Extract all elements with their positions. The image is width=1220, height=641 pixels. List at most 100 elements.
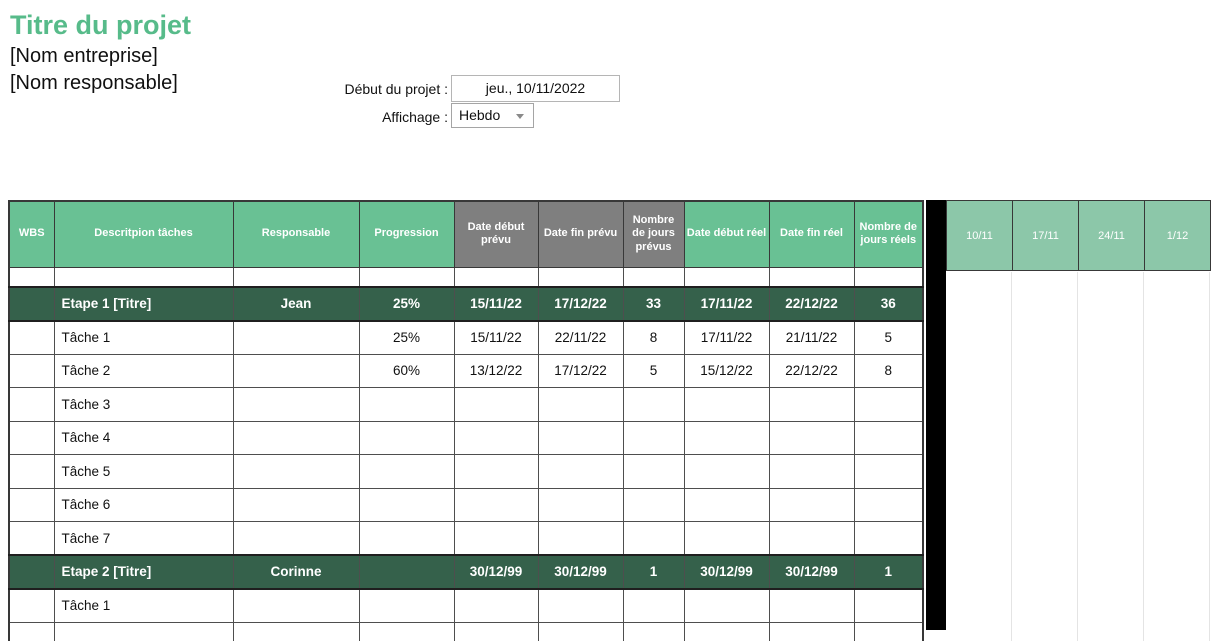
cell-nj-reels[interactable]: 5	[853, 320, 924, 355]
cell-df-reel[interactable]	[768, 588, 855, 623]
cell-df-reel[interactable]	[768, 387, 855, 422]
cell-wbs[interactable]	[8, 487, 55, 522]
cell-df-reel[interactable]	[768, 521, 855, 556]
cell-prog[interactable]	[358, 554, 455, 590]
cell-dd-reel[interactable]: 30/12/99	[683, 554, 770, 590]
cell-resp[interactable]	[232, 320, 360, 355]
cell-dd-prevu[interactable]: 15/11/22	[453, 320, 539, 355]
cell-dd-prevu[interactable]: 30/12/99	[453, 554, 539, 590]
cell-desc[interactable]: Tâche 4	[53, 420, 234, 455]
cell-nj-reels[interactable]: 8	[853, 353, 924, 388]
cell-desc[interactable]: Tâche 2	[53, 353, 234, 388]
cell-dd-reel[interactable]: 17/11/22	[683, 286, 770, 322]
cell-dd-prevu[interactable]	[453, 387, 539, 422]
cell-desc[interactable]: Tâche 1	[53, 588, 234, 623]
cell-dd-reel[interactable]	[683, 387, 770, 422]
cell-nj-reels[interactable]	[853, 420, 924, 455]
cell-dd-prevu[interactable]	[453, 487, 539, 522]
cell-dd-reel[interactable]	[683, 454, 770, 489]
cell-nj-reels[interactable]	[853, 487, 924, 522]
cell-prog[interactable]	[358, 487, 455, 522]
cell-dd-reel[interactable]	[683, 487, 770, 522]
cell-nj-reels[interactable]	[853, 588, 924, 623]
cell-df-reel[interactable]	[768, 487, 855, 522]
cell-df-reel[interactable]	[768, 420, 855, 455]
cell-nj-reels[interactable]	[853, 521, 924, 556]
cell-prog[interactable]	[358, 454, 455, 489]
cell-wbs[interactable]	[8, 554, 55, 590]
cell-nj-prevus[interactable]: 5	[622, 353, 685, 388]
cell-resp[interactable]	[232, 588, 360, 623]
project-start-input[interactable]: jeu., 10/11/2022	[451, 75, 620, 102]
cell-df-prevu[interactable]	[537, 521, 624, 556]
cell-df-reel[interactable]	[768, 454, 855, 489]
cell-prog[interactable]	[358, 521, 455, 556]
cell-nj-reels[interactable]	[853, 387, 924, 422]
cell-desc[interactable]: Tâche 1	[53, 320, 234, 355]
cell-prog[interactable]: 60%	[358, 353, 455, 388]
cell-nj-reels[interactable]: 36	[853, 286, 924, 322]
cell-resp[interactable]	[232, 521, 360, 556]
cell-dd-prevu[interactable]	[453, 454, 539, 489]
cell-wbs[interactable]	[8, 387, 55, 422]
cell-dd-prevu[interactable]: 13/12/22	[453, 353, 539, 388]
cell-resp[interactable]: Jean	[232, 286, 360, 322]
cell-nj-prevus[interactable]	[622, 521, 685, 556]
cell-dd-reel[interactable]	[683, 521, 770, 556]
cell-df-prevu[interactable]	[537, 487, 624, 522]
cell-prog[interactable]: 25%	[358, 320, 455, 355]
cell-nj-prevus[interactable]	[622, 420, 685, 455]
cell-desc[interactable]: Etape 2 [Titre]	[53, 554, 234, 590]
cell-dd-prevu[interactable]	[453, 588, 539, 623]
cell-df-reel[interactable]: 21/11/22	[768, 320, 855, 355]
cell-dd-reel[interactable]: 17/11/22	[683, 320, 770, 355]
cell-df-reel[interactable]: 22/12/22	[768, 286, 855, 322]
cell-resp[interactable]	[232, 420, 360, 455]
cell-wbs[interactable]	[8, 588, 55, 623]
cell-df-prevu[interactable]	[537, 588, 624, 623]
cell-nj-prevus[interactable]	[622, 454, 685, 489]
cell-prog[interactable]: 25%	[358, 286, 455, 322]
display-dropdown[interactable]: Hebdo	[451, 103, 534, 128]
cell-df-prevu[interactable]	[537, 387, 624, 422]
cell-dd-prevu[interactable]: 15/11/22	[453, 286, 539, 322]
cell-wbs[interactable]	[8, 286, 55, 322]
cell-nj-prevus[interactable]	[622, 387, 685, 422]
cell-resp[interactable]	[232, 353, 360, 388]
cell-desc[interactable]: Tâche 7	[53, 521, 234, 556]
cell-wbs[interactable]	[8, 454, 55, 489]
cell-df-prevu[interactable]: 22/11/22	[537, 320, 624, 355]
cell-desc[interactable]: Tâche 6	[53, 487, 234, 522]
cell-nj-prevus[interactable]: 1	[622, 554, 685, 590]
cell-dd-prevu[interactable]	[453, 521, 539, 556]
cell-nj-reels[interactable]: 1	[853, 554, 924, 590]
cell-prog[interactable]	[358, 420, 455, 455]
cell-df-prevu[interactable]: 30/12/99	[537, 554, 624, 590]
cell-nj-prevus[interactable]: 8	[622, 320, 685, 355]
cell-nj-reels[interactable]	[853, 454, 924, 489]
cell-dd-reel[interactable]	[683, 420, 770, 455]
cell-wbs[interactable]	[8, 521, 55, 556]
cell-dd-reel[interactable]	[683, 588, 770, 623]
cell-nj-prevus[interactable]	[622, 487, 685, 522]
cell-resp[interactable]	[232, 454, 360, 489]
cell-desc[interactable]: Tâche 3	[53, 387, 234, 422]
cell-nj-prevus[interactable]	[622, 588, 685, 623]
cell-wbs[interactable]	[8, 320, 55, 355]
cell-wbs[interactable]	[8, 420, 55, 455]
cell-df-prevu[interactable]	[537, 420, 624, 455]
cell-df-prevu[interactable]: 17/12/22	[537, 286, 624, 322]
cell-df-prevu[interactable]: 17/12/22	[537, 353, 624, 388]
cell-resp[interactable]	[232, 387, 360, 422]
cell-prog[interactable]	[358, 387, 455, 422]
cell-df-reel[interactable]: 22/12/22	[768, 353, 855, 388]
cell-df-prevu[interactable]	[537, 454, 624, 489]
cell-desc[interactable]: Tâche 5	[53, 454, 234, 489]
cell-resp[interactable]	[232, 487, 360, 522]
cell-df-reel[interactable]: 30/12/99	[768, 554, 855, 590]
cell-desc[interactable]: Etape 1 [Titre]	[53, 286, 234, 322]
cell-dd-prevu[interactable]	[453, 420, 539, 455]
cell-nj-prevus[interactable]: 33	[622, 286, 685, 322]
cell-resp[interactable]: Corinne	[232, 554, 360, 590]
cell-dd-reel[interactable]: 15/12/22	[683, 353, 770, 388]
